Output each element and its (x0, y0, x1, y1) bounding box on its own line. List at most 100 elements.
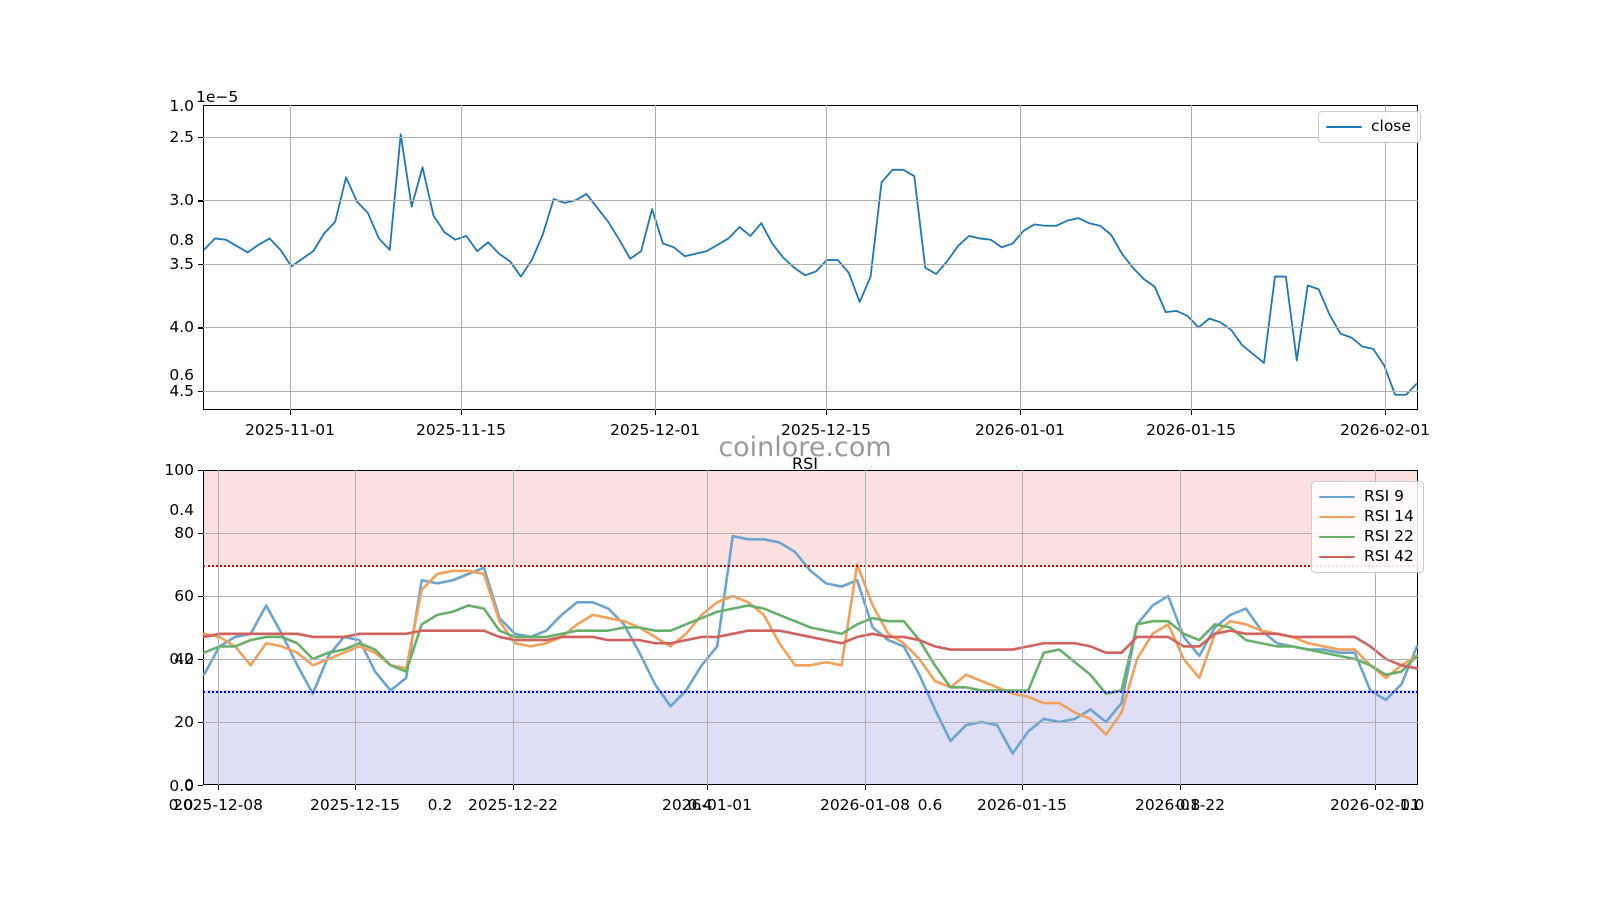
rsi-legend-row[interactable]: RSI 9 (1319, 487, 1414, 507)
price-series-plot (203, 133, 1418, 396)
price-y-tick-label: 3.5 (169, 254, 194, 273)
rsi-y-tick-label: 20 (174, 713, 194, 731)
rsi-line-rsi-22 (202, 604, 1419, 695)
rsi-x-tick-label-secondary: 0.8 (1175, 796, 1201, 814)
price-y-tickmark (198, 200, 203, 202)
rsi-x-tick-label-secondary: 0.2 (427, 796, 453, 814)
rsi-y-tick-label: 60 (174, 587, 194, 605)
rsi-legend-row[interactable]: RSI 42 (1319, 547, 1414, 567)
close-price-line (203, 133, 1418, 396)
price-x-tick-label: 2026-01-01 (974, 421, 1066, 439)
price-gridline-h (203, 200, 1418, 202)
rsi-y-tickmark (198, 596, 203, 598)
rsi-gridline-v (1022, 470, 1023, 785)
rsi-legend-row[interactable]: RSI 22 (1319, 527, 1414, 547)
rsi-line-rsi-14 (202, 563, 1419, 736)
price-x-tick-label: 2026-01-15 (1145, 421, 1237, 439)
price-x-tickmark (1191, 410, 1193, 415)
price-y-tickmark (198, 327, 203, 329)
rsi-gridline-h (203, 722, 1418, 723)
rsi-y-tick-label: 100 (164, 461, 194, 479)
price-gridline-v (655, 105, 656, 410)
rsi-x-tick-label-secondary: 0.0 (168, 796, 194, 814)
rsi-title: RSI (792, 454, 818, 473)
price-legend[interactable]: close (1318, 111, 1421, 143)
price-x-tickmark (1385, 410, 1387, 415)
rsi-y-tick-label: 0 (184, 776, 194, 794)
rsi-gridline-v (865, 470, 866, 785)
price-y-tick-label: 3.0 (169, 191, 194, 210)
rsi-y-tick-label-secondary: 0.2 (169, 650, 194, 668)
price-gridline-h (203, 390, 1418, 392)
overbought-band (204, 471, 1417, 566)
rsi-y-tickmark (198, 659, 203, 661)
price-y-tickmark (198, 136, 203, 138)
rsi-gridline-h (203, 659, 1418, 660)
rsi-legend-swatch-icon (1319, 536, 1355, 538)
rsi-x-tickmark (1375, 785, 1377, 790)
rsi-chart-panel (202, 470, 1419, 785)
price-y-tick-label: 4.0 (169, 318, 194, 337)
price-x-tick-label: 2025-12-15 (780, 421, 872, 439)
rsi-y-tick-label-secondary: 0.0 (169, 777, 194, 795)
rsi-x-tick-label: 2026-01-15 (976, 796, 1068, 814)
rsi-x-tickmark (1022, 785, 1024, 790)
rsi-legend-swatch-icon (1319, 496, 1355, 498)
rsi-gridline-v (1375, 470, 1376, 785)
rsi-y-tickmark (198, 533, 203, 535)
price-y-offset-label: 1e−5 (196, 88, 239, 106)
price-gridline-h (203, 136, 1418, 138)
price-y-tick-label-secondary: 0.8 (169, 231, 194, 249)
rsi-x-tick-label-secondary: 0.6 (917, 796, 943, 814)
price-axes-frame (203, 105, 1418, 410)
rsi-x-tick-label: 2025-12-22 (467, 796, 559, 814)
rsi-y-tickmark (198, 722, 203, 724)
rsi-x-tick-label: 2025-12-15 (309, 796, 401, 814)
price-y-tick-label-secondary: 0.6 (169, 366, 194, 384)
price-x-tickmark (290, 410, 292, 415)
rsi-x-tick-label: 2026-01-08 (819, 796, 911, 814)
rsi-legend-row[interactable]: RSI 14 (1319, 507, 1414, 527)
rsi-legend-label: RSI 14 (1364, 507, 1414, 526)
price-x-tick-label: 2025-12-01 (609, 421, 701, 439)
rsi-gridline-v (513, 470, 514, 785)
price-x-tickmark (461, 410, 463, 415)
rsi-x-tickmark (513, 785, 515, 790)
rsi-legend-label: RSI 42 (1364, 547, 1414, 566)
rsi-x-tick-label: 2026-01-01 (661, 796, 753, 814)
price-x-tick-label: 2026-02-01 (1339, 421, 1431, 439)
rsi-gridline-v (707, 470, 708, 785)
price-x-tick-label: 2025-11-01 (244, 421, 336, 439)
price-legend-swatch-icon (1326, 126, 1362, 128)
rsi-gridline-v (218, 470, 219, 785)
rsi-legend-swatch-icon (1319, 556, 1355, 558)
overbought-threshold-line (203, 564, 1418, 567)
price-gridline-v (1020, 105, 1021, 410)
rsi-x-tickmark (865, 785, 867, 790)
price-gridline-h (203, 327, 1418, 329)
rsi-legend[interactable]: RSI 9 RSI 14 RSI 22 RSI 42 (1311, 481, 1424, 573)
price-y-tick-label: 4.5 (169, 381, 194, 400)
rsi-x-tick-label: 2026-02-01 (1329, 796, 1421, 814)
price-legend-label: close (1371, 117, 1411, 136)
rsi-x-tick-label: 2025-12-08 (172, 796, 264, 814)
price-y-tick-label: 2.5 (169, 127, 194, 146)
rsi-gridline-h (203, 533, 1418, 534)
rsi-x-tickmark (218, 785, 220, 790)
price-gridline-v (461, 105, 462, 410)
price-legend-row[interactable]: close (1326, 117, 1411, 137)
rsi-series-plot (202, 534, 1419, 755)
rsi-x-tick-label: 2026-01-22 (1134, 796, 1226, 814)
price-y-tick-label-secondary: 1.0 (169, 97, 194, 115)
rsi-x-tickmark (1180, 785, 1182, 790)
rsi-y-tickmark (198, 785, 203, 787)
price-gridline-h (203, 263, 1418, 265)
price-gridline-v (826, 105, 827, 410)
rsi-legend-label: RSI 9 (1364, 487, 1404, 506)
rsi-line-rsi-42 (202, 629, 1419, 670)
price-y-tickmark (198, 263, 203, 266)
rsi-line-rsi-9 (202, 534, 1419, 755)
price-gridline-v (1385, 105, 1386, 410)
rsi-gridline-h (203, 596, 1418, 597)
